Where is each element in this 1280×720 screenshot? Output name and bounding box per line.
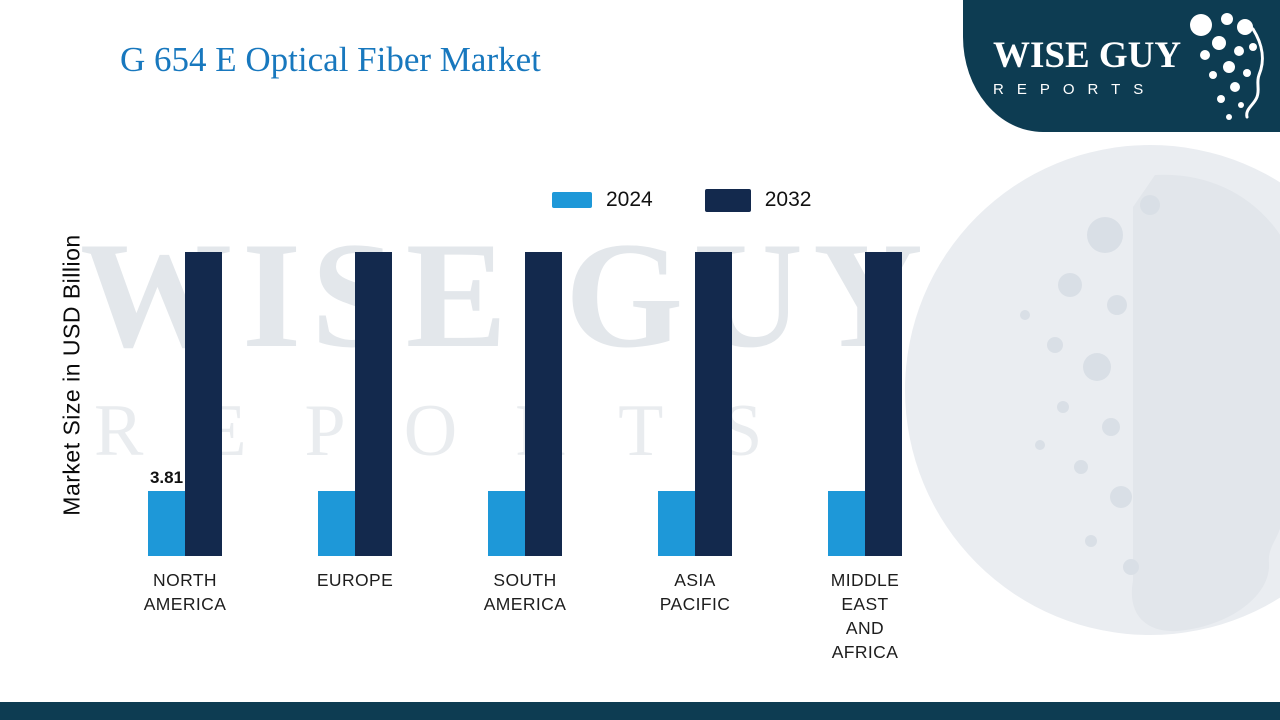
bar-2032	[695, 252, 732, 556]
legend-item-2024: 2024	[552, 188, 653, 212]
chart-legend: 2024 2032	[552, 188, 811, 212]
logo-text: WISE GUY REPORTS	[993, 34, 1181, 98]
category-label: EUROPE	[316, 570, 394, 590]
logo-face-icon	[1190, 13, 1265, 120]
bar-group-middle-east-and-africa: MIDDLE EAST AND AFRICA	[828, 252, 902, 664]
bar-2024	[488, 491, 525, 556]
bar-wrap	[488, 491, 525, 556]
bar-group-north-america: 3.81 NORTH AMERICA	[144, 252, 226, 664]
category-label: ASIA PACIFIC	[659, 570, 731, 614]
legend-item-2032: 2032	[704, 188, 812, 212]
footer-bar	[0, 702, 1280, 720]
bar-wrap: 3.81	[148, 468, 185, 556]
category-label: MIDDLE EAST AND AFRICA	[830, 570, 900, 662]
bar-wrap	[355, 252, 392, 556]
bar-2024	[658, 491, 695, 556]
bar-wrap	[318, 491, 355, 556]
bar-2024	[318, 491, 355, 556]
bar-wrap	[658, 491, 695, 556]
background-circle-decoration	[905, 145, 1280, 635]
y-axis-label: Market Size in USD Billion	[58, 234, 85, 516]
page-title: G 654 E Optical Fiber Market	[120, 40, 541, 79]
bar-group-europe: EUROPE	[316, 252, 394, 664]
bars	[318, 252, 392, 556]
bar-wrap	[865, 252, 902, 556]
bars: 3.81	[148, 252, 222, 556]
category-label: NORTH AMERICA	[143, 570, 227, 614]
bar-wrap	[185, 252, 222, 556]
bars	[488, 252, 562, 556]
data-label: 3.81	[149, 468, 184, 487]
bar-2032	[525, 252, 562, 556]
legend-label: 2032	[764, 188, 812, 211]
logo-sub-text: REPORTS	[993, 81, 1157, 98]
bar-2032	[355, 252, 392, 556]
bar-wrap	[828, 491, 865, 556]
legend-label: 2024	[606, 188, 653, 211]
bar-chart: 3.81 NORTH AMERICA EUROPE SOUTH AMERICA ASIA…	[144, 252, 902, 664]
bars	[828, 252, 902, 556]
logo-block: WISE GUY REPORTS	[963, 0, 1280, 132]
bars	[658, 252, 732, 556]
bar-wrap	[525, 252, 562, 556]
bar-2024	[148, 491, 185, 556]
logo-brand-text: WISE GUY	[993, 35, 1182, 76]
bar-group-asia-pacific: ASIA PACIFIC	[658, 252, 732, 664]
bar-2024	[828, 491, 865, 556]
bar-2032	[865, 252, 902, 556]
category-label: SOUTH AMERICA	[483, 570, 567, 614]
legend-swatch-2024	[552, 192, 592, 208]
face-profile-decoration	[1020, 174, 1280, 632]
bar-2032	[185, 252, 222, 556]
bar-group-south-america: SOUTH AMERICA	[484, 252, 566, 664]
bar-wrap	[695, 252, 732, 556]
legend-swatch-2032	[704, 188, 751, 212]
